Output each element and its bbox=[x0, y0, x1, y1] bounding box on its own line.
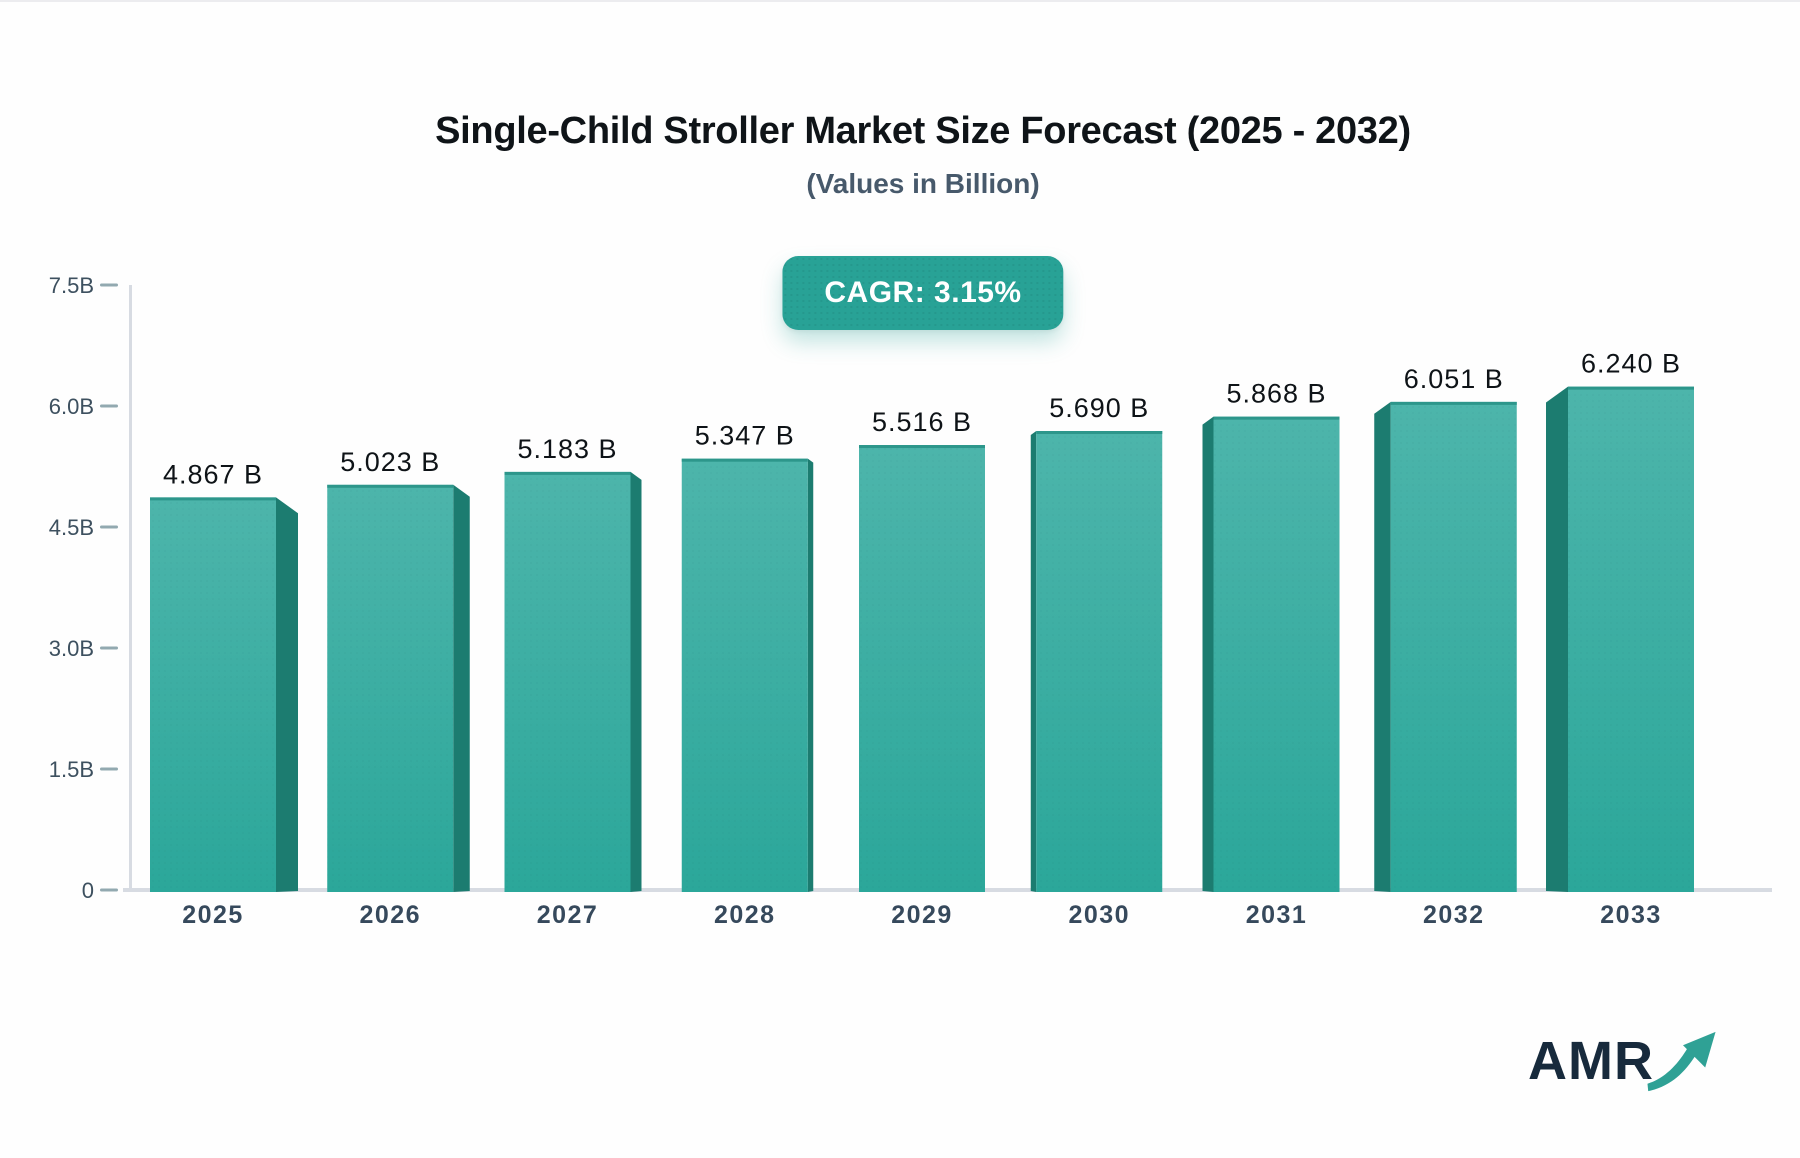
year-label-2030: 2030 bbox=[1068, 901, 1130, 929]
y-tick-6.0B bbox=[100, 404, 118, 408]
page-title: Single-Child Stroller Market Size Foreca… bbox=[435, 110, 1411, 152]
value-label-2030: 5.690 B bbox=[1049, 393, 1149, 423]
bar-top-edge-2031 bbox=[1213, 416, 1340, 420]
chart-subtitle: (Values in Billion) bbox=[806, 168, 1040, 199]
y-tick-0 bbox=[100, 888, 118, 892]
bar-top-edge-2027 bbox=[504, 471, 631, 475]
bar-top-edge-2025 bbox=[150, 497, 276, 501]
value-label-2031: 5.868 B bbox=[1226, 379, 1326, 409]
bar-side-2031 bbox=[1202, 416, 1214, 892]
bar-texture-2033 bbox=[1568, 386, 1694, 892]
y-tick-7.5B bbox=[100, 283, 118, 287]
cagr-badge: CAGR: 3.15% bbox=[782, 256, 1064, 330]
bar-side-2027 bbox=[630, 471, 642, 892]
brand-logo: AMR bbox=[1528, 1031, 1720, 1098]
year-label-2025: 2025 bbox=[182, 901, 244, 929]
year-label-2029: 2029 bbox=[891, 901, 953, 929]
value-label-2027: 5.183 B bbox=[517, 434, 617, 464]
year-label-2027: 2027 bbox=[537, 901, 599, 929]
bar-texture-2029 bbox=[859, 445, 985, 892]
y-tick-3.0B bbox=[100, 646, 118, 650]
bar-top-edge-2030 bbox=[1036, 431, 1163, 435]
y-tick-label-1.5B: 1.5B bbox=[49, 757, 94, 782]
value-label-2028: 5.347 B bbox=[695, 421, 795, 451]
bar-top-edge-2029 bbox=[859, 445, 985, 449]
bar-top-edge-2028 bbox=[681, 458, 808, 462]
year-label-2026: 2026 bbox=[359, 901, 421, 929]
bar-texture-2027 bbox=[504, 471, 631, 892]
y-tick-label-7.5B: 7.5B bbox=[49, 273, 94, 298]
value-label-2033: 6.240 B bbox=[1581, 349, 1681, 379]
year-label-2028: 2028 bbox=[714, 901, 776, 929]
value-label-2026: 5.023 B bbox=[340, 447, 440, 477]
y-tick-label-4.5B: 4.5B bbox=[49, 515, 94, 540]
bar-top-edge-2032 bbox=[1390, 401, 1517, 405]
bar-side-2028 bbox=[807, 458, 814, 892]
year-label-2032: 2032 bbox=[1423, 901, 1485, 929]
bar-side-2030 bbox=[1030, 431, 1037, 892]
y-axis-line bbox=[129, 285, 132, 892]
bar-side-2032 bbox=[1374, 401, 1391, 892]
bar-side-2026 bbox=[453, 484, 470, 892]
y-tick-label-6.0B: 6.0B bbox=[49, 394, 94, 419]
y-tick-label-0: 0 bbox=[82, 878, 94, 903]
bar-texture-2032 bbox=[1390, 401, 1517, 892]
bar-top-edge-2033 bbox=[1568, 386, 1694, 390]
bar-texture-2026 bbox=[327, 484, 454, 892]
year-label-2033: 2033 bbox=[1600, 901, 1662, 929]
bar-top-edge-2026 bbox=[327, 484, 454, 488]
y-tick-1.5B bbox=[100, 767, 118, 771]
bar-side-2025 bbox=[276, 497, 298, 892]
brand-logo-text: AMR bbox=[1528, 1031, 1654, 1091]
y-tick-label-3.0B: 3.0B bbox=[49, 636, 94, 661]
bar-side-2033 bbox=[1546, 386, 1568, 892]
bar-texture-2028 bbox=[681, 458, 808, 892]
growth-arrow-icon bbox=[1647, 1031, 1716, 1092]
value-label-2029: 5.516 B bbox=[872, 407, 972, 437]
bar-texture-2030 bbox=[1036, 431, 1163, 892]
year-label-2031: 2031 bbox=[1246, 901, 1308, 929]
y-tick-4.5B bbox=[100, 525, 118, 529]
value-label-2025: 4.867 B bbox=[163, 459, 263, 489]
bar-texture-2031 bbox=[1213, 416, 1340, 892]
bar-texture-2025 bbox=[150, 497, 276, 892]
value-label-2032: 6.051 B bbox=[1404, 364, 1504, 394]
